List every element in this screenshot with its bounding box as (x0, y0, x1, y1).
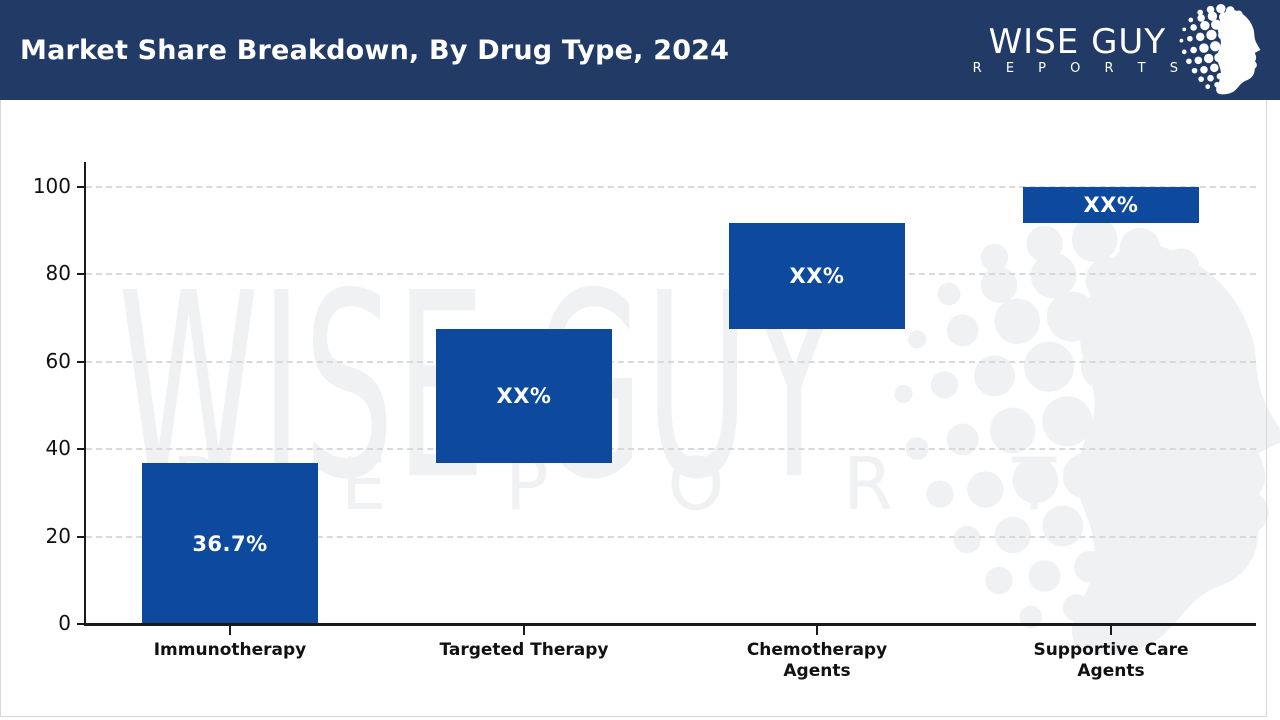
y-tick-label-20: 20 (45, 523, 71, 548)
bar-label-immunotherapy: 36.7% (192, 531, 268, 556)
y-tick-80 (77, 273, 86, 276)
bar-label-supportive-care-agents: XX% (1083, 192, 1139, 217)
bar-supportive-care-agents: XX% (1023, 186, 1199, 224)
x-tick-immunotherapy (229, 626, 231, 635)
x-category-line: Agents (1077, 661, 1145, 681)
y-tick-label-80: 80 (45, 261, 71, 286)
gridline-80 (86, 273, 1256, 276)
x-category-label-chemotherapy-agents: Chemotherapy Agents (687, 640, 947, 682)
x-category-label-supportive-care-agents: Supportive Care Agents (981, 640, 1241, 682)
bar-immunotherapy: 36.7% (142, 463, 318, 624)
chart-canvas: WISE GUY R E P O R T S 0 20 40 60 80 100 36.7%… (0, 100, 1280, 720)
x-category-line: Targeted Therapy (439, 640, 609, 660)
bar-label-chemotherapy-agents: XX% (789, 264, 845, 289)
page-title: Market Share Breakdown, By Drug Type, 20… (20, 34, 730, 66)
y-tick-20 (77, 535, 86, 538)
logo-wordmark-line2: R E P O R T S (972, 61, 1188, 76)
x-category-line: Supportive Care (1033, 640, 1189, 660)
x-tick-chemotherapy-agents (816, 626, 818, 635)
y-tick-label-40: 40 (45, 436, 71, 461)
x-tick-supportive-care-agents (1110, 626, 1112, 635)
y-axis-line (84, 162, 86, 626)
watermark-head-profile-icon (894, 216, 1280, 655)
x-category-label-immunotherapy: Immunotherapy (100, 640, 360, 661)
gridline-100 (86, 185, 1256, 188)
x-category-label-targeted-therapy: Targeted Therapy (394, 640, 654, 661)
y-tick-60 (77, 360, 86, 363)
gridline-40 (86, 448, 1256, 451)
header-bar: Market Share Breakdown, By Drug Type, 20… (0, 0, 1280, 100)
gridline-60 (86, 360, 1256, 363)
plot-area: 0 20 40 60 80 100 36.7% Immunotherapy XX% Targete… (0, 100, 1280, 720)
y-tick-label-100: 100 (32, 173, 71, 198)
y-tick-label-0: 0 (58, 611, 71, 635)
logo-wordmark-line1: WISE GUY (988, 22, 1167, 62)
x-category-line: Chemotherapy (746, 640, 888, 660)
bar-label-targeted-therapy: XX% (496, 384, 552, 409)
y-tick-100 (77, 185, 86, 188)
wise-guy-logo: WISE GUY R E P O R T S (967, 3, 1266, 97)
y-tick-0 (77, 623, 86, 625)
bar-targeted-therapy: XX% (436, 328, 612, 464)
y-tick-label-60: 60 (45, 348, 71, 373)
canvas-border-right (1266, 100, 1267, 717)
gridline-20 (86, 535, 1256, 538)
x-category-line: Immunotherapy (153, 640, 307, 660)
y-tick-40 (77, 448, 86, 451)
bar-chemotherapy-agents: XX% (729, 223, 905, 329)
canvas-border-left (0, 100, 1, 717)
x-axis-line (86, 623, 1256, 626)
canvas-border-bottom (0, 716, 1267, 717)
x-tick-targeted-therapy (523, 626, 525, 635)
logo-wordmark: WISE GUY R E P O R T S (967, 25, 1188, 75)
x-category-line: Agents (783, 661, 851, 681)
